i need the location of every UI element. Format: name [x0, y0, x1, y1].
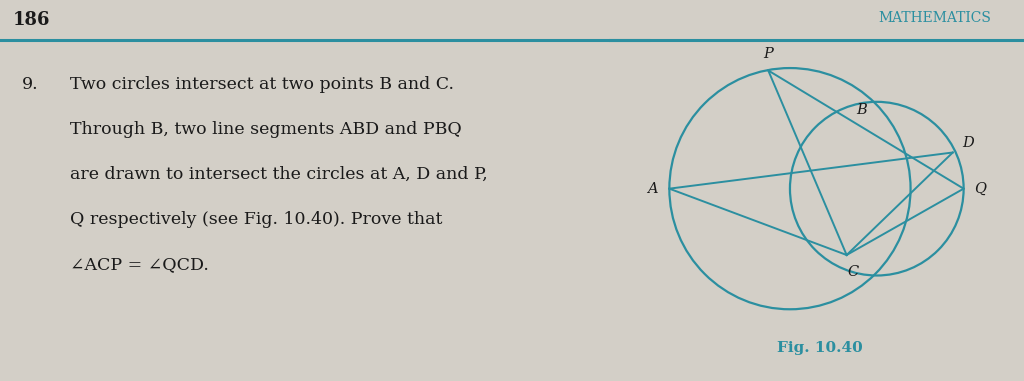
- Text: D: D: [963, 136, 974, 150]
- Text: B: B: [856, 103, 866, 117]
- Text: Q respectively (see Fig. 10.40). Prove that: Q respectively (see Fig. 10.40). Prove t…: [70, 211, 442, 228]
- Text: A: A: [647, 182, 657, 196]
- Text: 9.: 9.: [23, 76, 39, 93]
- Text: ∠ACP = ∠QCD.: ∠ACP = ∠QCD.: [70, 256, 209, 273]
- Text: Fig. 10.40: Fig. 10.40: [777, 341, 863, 355]
- Text: Q: Q: [975, 182, 986, 196]
- Text: P: P: [763, 46, 773, 61]
- Text: C: C: [847, 265, 858, 279]
- Text: are drawn to intersect the circles at A, D and P,: are drawn to intersect the circles at A,…: [70, 166, 487, 183]
- Text: Two circles intersect at two points B and C.: Two circles intersect at two points B an…: [70, 76, 454, 93]
- Text: MATHEMATICS: MATHEMATICS: [878, 11, 991, 26]
- Text: Through B, two line segments ABD and PBQ: Through B, two line segments ABD and PBQ: [70, 121, 462, 138]
- Text: 186: 186: [12, 11, 50, 29]
